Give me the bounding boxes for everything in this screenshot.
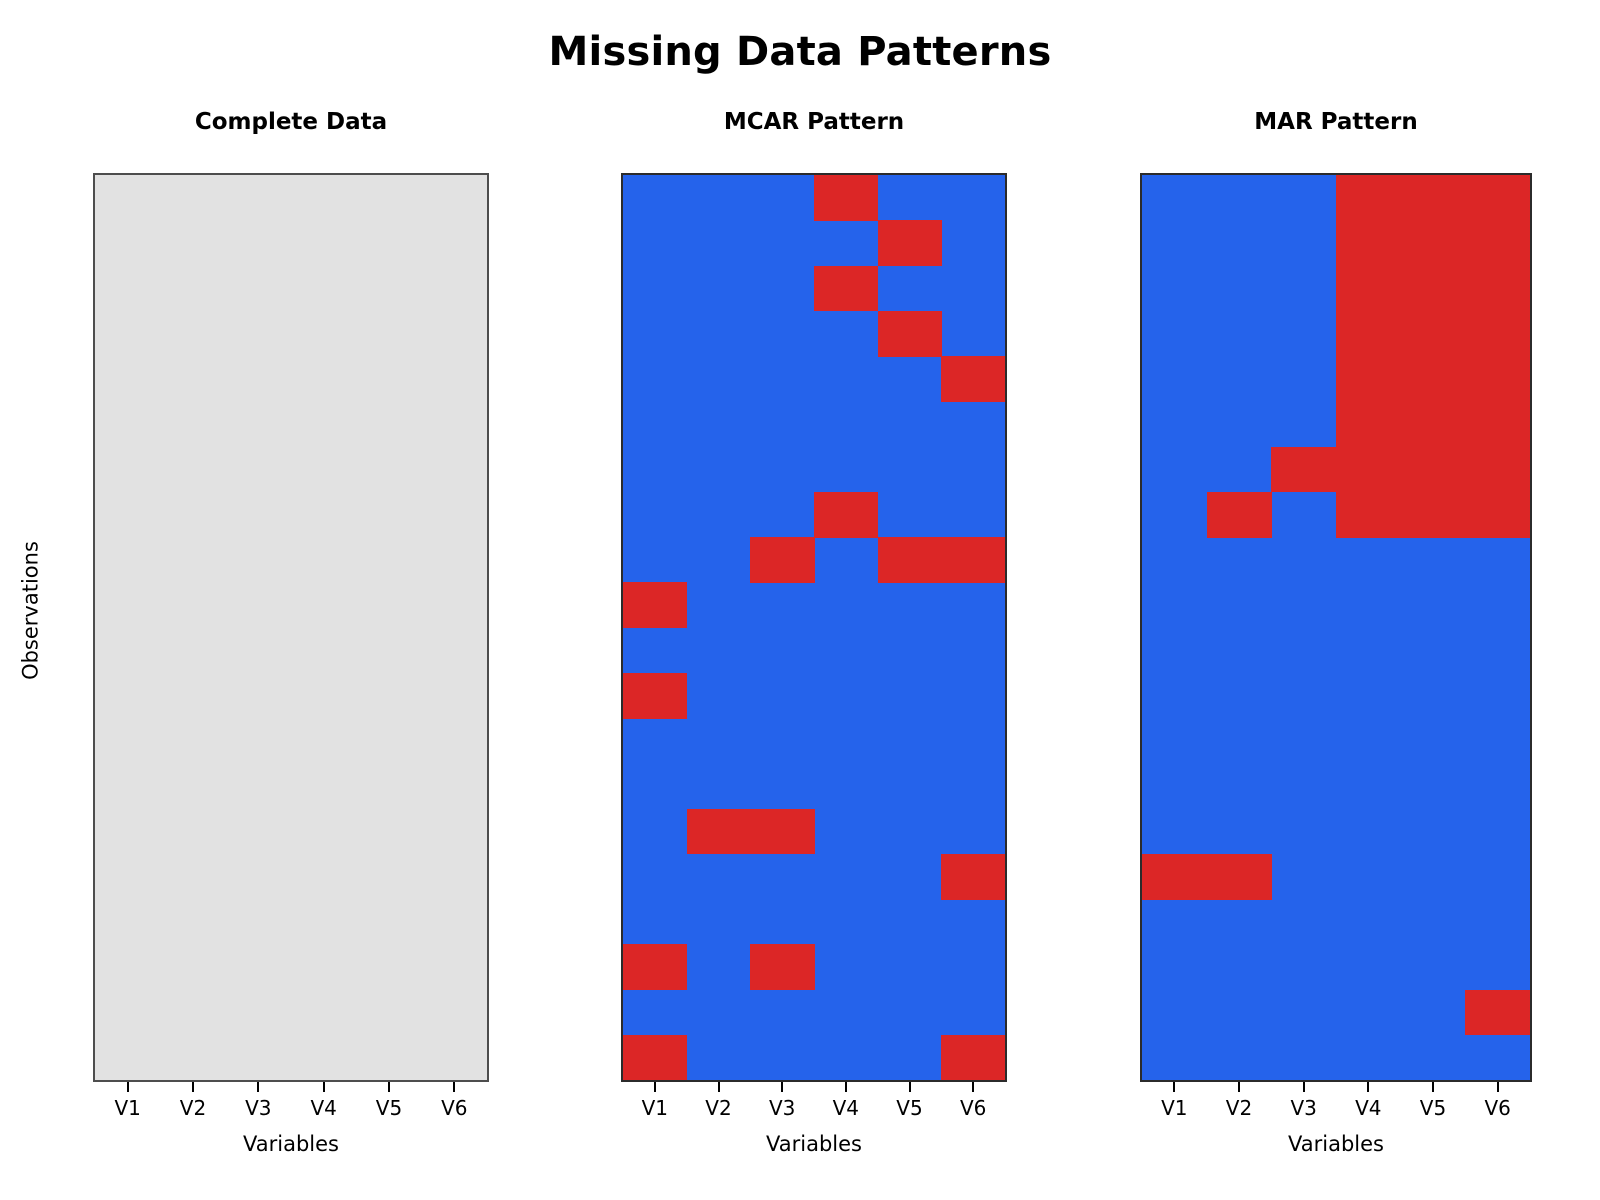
x-axis-tick-label-mar-pattern-v6: V6	[1484, 1096, 1511, 1120]
x-axis-tick-label-mar-pattern-v4: V4	[1355, 1096, 1382, 1120]
heatmap-cell-missing	[941, 537, 1005, 583]
heatmap-cell-missing	[1336, 220, 1402, 267]
heatmap-cell-missing	[941, 1034, 1005, 1080]
heatmap-cell-missing	[623, 1034, 688, 1080]
heatmap-cell-missing	[750, 944, 815, 991]
panel-title-mar-pattern: MAR Pattern	[1254, 109, 1418, 135]
x-axis-tick	[781, 1082, 784, 1092]
heatmap-cell-missing	[1336, 446, 1402, 493]
panel-title-complete-data: Complete Data	[194, 109, 388, 135]
heatmap-cell-missing	[814, 265, 879, 312]
x-axis-tick	[972, 1082, 975, 1092]
heatmap-cell-missing	[623, 582, 688, 629]
heatmap-cell-missing	[941, 356, 1005, 402]
heatmap-cell-missing	[1206, 491, 1272, 538]
heatmap-cell-missing	[814, 491, 879, 538]
x-axis-tick-label-mar-pattern-v1: V1	[1161, 1096, 1188, 1120]
x-axis-tick-label-complete-data-v1: V1	[114, 1096, 141, 1120]
x-axis-tick	[1432, 1082, 1434, 1092]
x-axis-label-mcar-pattern: Variables	[766, 1132, 862, 1156]
heatmap-cell-missing	[623, 944, 688, 991]
y-axis-label: Observations	[18, 541, 43, 680]
heatmap-cell-missing	[1465, 401, 1530, 448]
x-axis-tick-label-mar-pattern-v5: V5	[1419, 1096, 1447, 1120]
heatmap-cell-missing	[1465, 356, 1530, 402]
x-axis-tick	[192, 1082, 194, 1092]
x-axis-tick	[1302, 1082, 1305, 1092]
heatmap-complete-data	[93, 173, 489, 1082]
x-axis-label-mar-pattern: Variables	[1288, 1132, 1384, 1156]
heatmap-cell-missing	[1400, 491, 1466, 538]
heatmap-cell-missing	[1400, 446, 1466, 493]
heatmap-cell-missing	[1336, 401, 1402, 448]
x-axis-tick-label-mcar-pattern-v4: V4	[832, 1096, 860, 1120]
heatmap-cell-missing	[1400, 356, 1466, 402]
x-axis-tick-label-mcar-pattern-v6: V6	[959, 1096, 987, 1120]
x-axis-tick-label-mcar-pattern-v5: V5	[896, 1096, 923, 1120]
x-axis-tick	[257, 1082, 260, 1092]
x-axis-tick	[126, 1082, 129, 1092]
heatmap-mcar-pattern	[621, 173, 1007, 1082]
heatmap-cell-missing	[1206, 853, 1272, 900]
heatmap-cell-missing	[1465, 310, 1530, 357]
x-axis-tick-label-complete-data-v3: V3	[245, 1096, 272, 1120]
x-axis-tick	[322, 1082, 325, 1092]
heatmap-cell-missing	[1400, 175, 1466, 221]
heatmap-cell-missing	[1271, 446, 1337, 493]
heatmap-cell-missing	[1336, 310, 1402, 357]
x-axis-tick-label-mar-pattern-v3: V3	[1290, 1096, 1317, 1120]
heatmap-cell-missing	[623, 672, 688, 719]
heatmap-mar-pattern	[1140, 173, 1532, 1082]
heatmap-cell-missing	[1465, 175, 1530, 221]
x-axis-tick	[717, 1082, 720, 1092]
heatmap-cell-missing	[1142, 853, 1208, 900]
figure-title: Missing Data Patterns	[548, 29, 1052, 75]
x-axis-tick-label-mcar-pattern-v2: V2	[705, 1096, 732, 1120]
x-axis-tick-label-complete-data-v2: V2	[179, 1096, 207, 1120]
x-axis-label-complete-data: Variables	[243, 1132, 339, 1156]
x-axis-tick-label-complete-data-v5: V5	[375, 1096, 403, 1120]
x-axis-tick	[1173, 1082, 1176, 1092]
x-axis-tick	[1238, 1082, 1240, 1092]
heatmap-cell-missing	[1336, 175, 1402, 221]
heatmap-cell-missing	[1336, 491, 1402, 538]
heatmap-cell-missing	[814, 175, 879, 221]
x-axis-tick-label-complete-data-v6: V6	[441, 1096, 468, 1120]
heatmap-cell-missing	[1465, 265, 1530, 312]
heatmap-cell-missing	[877, 537, 942, 583]
x-axis-tick	[453, 1082, 456, 1092]
heatmap-cell-missing	[1400, 220, 1466, 267]
heatmap-cell-missing	[941, 853, 1005, 900]
panel-title-mcar-pattern: MCAR Pattern	[723, 109, 905, 135]
heatmap-cell-missing	[877, 310, 942, 357]
x-axis-tick	[1496, 1082, 1499, 1092]
heatmap-cell-missing	[1336, 356, 1402, 402]
heatmap-cell-missing	[1336, 265, 1402, 312]
x-axis-tick	[1367, 1082, 1370, 1092]
x-axis-tick-label-mcar-pattern-v1: V1	[641, 1096, 669, 1120]
x-axis-tick-label-mcar-pattern-v3: V3	[768, 1096, 796, 1120]
heatmap-cell-missing	[686, 808, 751, 855]
heatmap-cell-missing	[1400, 401, 1466, 448]
heatmap-cell-missing	[750, 808, 815, 855]
x-axis-tick	[653, 1082, 656, 1092]
x-axis-tick-label-mar-pattern-v2: V2	[1225, 1096, 1253, 1120]
x-axis-tick	[908, 1082, 911, 1092]
heatmap-cell-missing	[1400, 265, 1466, 312]
heatmap-cell-missing	[1465, 446, 1530, 493]
heatmap-cell-missing	[877, 220, 942, 267]
x-axis-tick	[388, 1082, 390, 1092]
heatmap-cell-missing	[1465, 491, 1530, 538]
heatmap-cell-missing	[750, 537, 815, 583]
heatmap-cell-missing	[1465, 989, 1530, 1036]
heatmap-cell-missing	[1465, 220, 1530, 267]
heatmap-cell-missing	[1400, 310, 1466, 357]
x-axis-tick-label-complete-data-v4: V4	[310, 1096, 337, 1120]
x-axis-tick	[844, 1082, 847, 1092]
